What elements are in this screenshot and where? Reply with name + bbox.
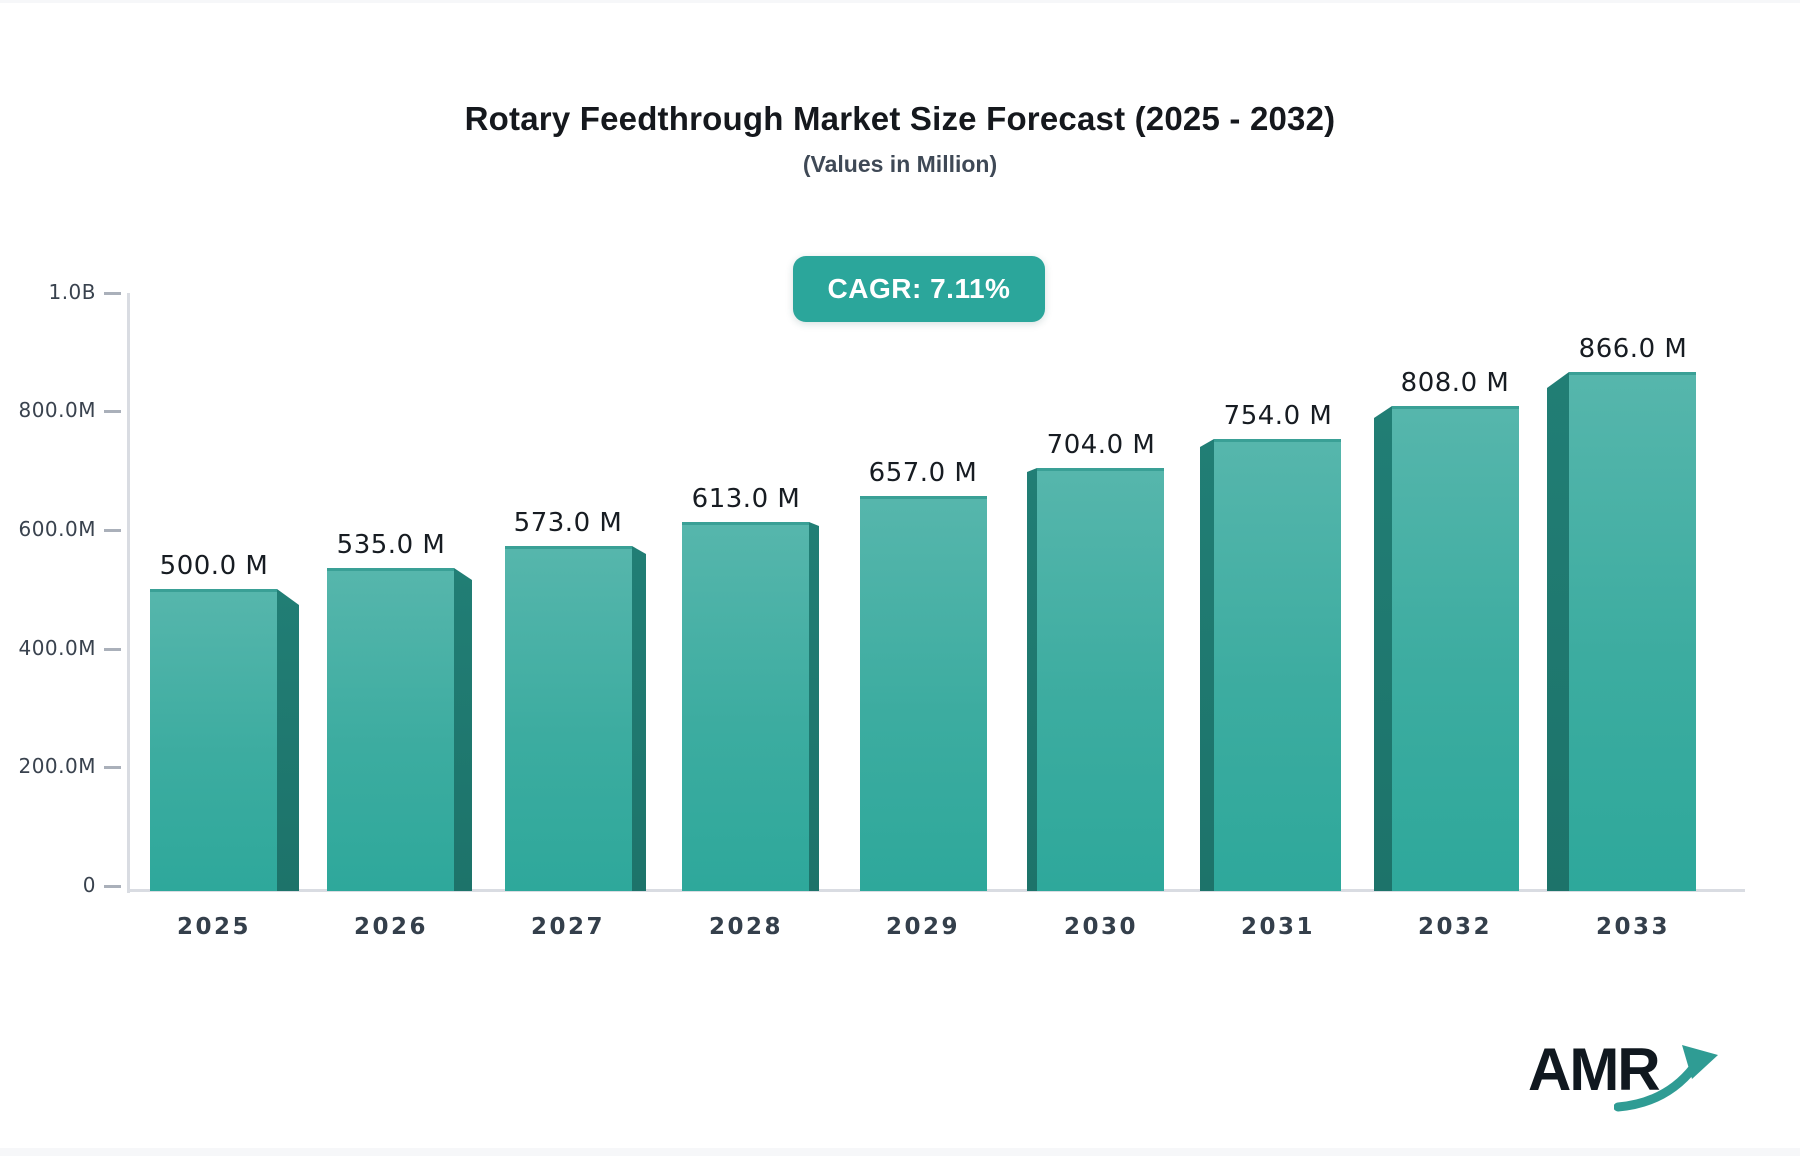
bar-2032 [1392, 406, 1519, 891]
bar-chart-plot: 1.0B 800.0M 600.0M 400.0M 200.0M 0 500.0 M 2025… [0, 3, 1800, 1148]
chart-subtitle: (Values in Million) [802, 151, 998, 177]
chart-title: Rotary Feedthrough Market Size Forecast … [464, 100, 1336, 137]
x-axis-label-2030: 2030 [1063, 914, 1138, 940]
bar-side-2028 [809, 522, 819, 891]
bar-side-2031 [1200, 439, 1214, 891]
x-axis-label-2025: 2025 [176, 914, 251, 940]
bar-2026 [327, 568, 454, 891]
bar-value-label-2029: 657.0 M [868, 458, 978, 488]
amr-logo-text: AMR [1528, 1036, 1661, 1103]
cagr-badge: CAGR: 7.11% [793, 256, 1045, 322]
bar-value-label-2027: 573.0 M [513, 508, 623, 538]
bar-2028 [682, 522, 809, 891]
growth-arrow-icon [1614, 1045, 1718, 1112]
bar-side-2025 [277, 589, 299, 891]
y-tick-label: 400.0M [18, 636, 96, 660]
x-axis-label-2028: 2028 [708, 914, 783, 940]
y-tick-label: 800.0M [18, 398, 96, 422]
bar-2030 [1037, 468, 1164, 891]
bar-side-2027 [632, 546, 646, 891]
x-axis-label-2033: 2033 [1595, 914, 1670, 940]
y-tick-dash [104, 766, 121, 769]
y-tick-label: 200.0M [18, 754, 96, 778]
y-tick-label: 1.0B [48, 280, 96, 304]
bar-side-2026 [454, 568, 472, 891]
bar-side-2032 [1374, 406, 1392, 891]
bar-2031 [1214, 439, 1341, 891]
chart-card: Rotary Feedthrough Market Size Forecast … [0, 3, 1800, 1148]
y-tick-label: 0 [82, 873, 96, 897]
bar-value-label-2032: 808.0 M [1400, 368, 1510, 398]
bar-value-label-2025: 500.0 M [159, 551, 269, 581]
y-tick-dash [104, 410, 121, 413]
amr-logo: AMR [1528, 1035, 1728, 1125]
y-tick-dash [104, 885, 121, 888]
x-axis-label-2032: 2032 [1417, 914, 1492, 940]
bar-2029 [860, 496, 987, 891]
bar-value-label-2028: 613.0 M [691, 484, 801, 514]
bar-value-label-2033: 866.0 M [1578, 334, 1688, 364]
y-tick-dash [104, 292, 121, 295]
y-tick-label: 600.0M [18, 517, 96, 541]
bar-side-2030 [1027, 468, 1037, 891]
x-axis-label-2029: 2029 [885, 914, 960, 940]
y-tick-dash [104, 648, 121, 651]
bar-2027 [505, 546, 632, 891]
bar-value-label-2030: 704.0 M [1046, 430, 1156, 460]
y-tick-dash [104, 529, 121, 532]
bar-value-label-2031: 754.0 M [1223, 401, 1333, 431]
y-axis-line [127, 293, 130, 893]
x-axis-label-2026: 2026 [353, 914, 428, 940]
bar-side-2033 [1547, 372, 1569, 891]
bar-2033 [1569, 372, 1696, 891]
x-axis-label-2031: 2031 [1240, 914, 1315, 940]
bar-2025 [150, 589, 277, 891]
bar-value-label-2026: 535.0 M [336, 530, 446, 560]
x-axis-label-2027: 2027 [530, 914, 605, 940]
